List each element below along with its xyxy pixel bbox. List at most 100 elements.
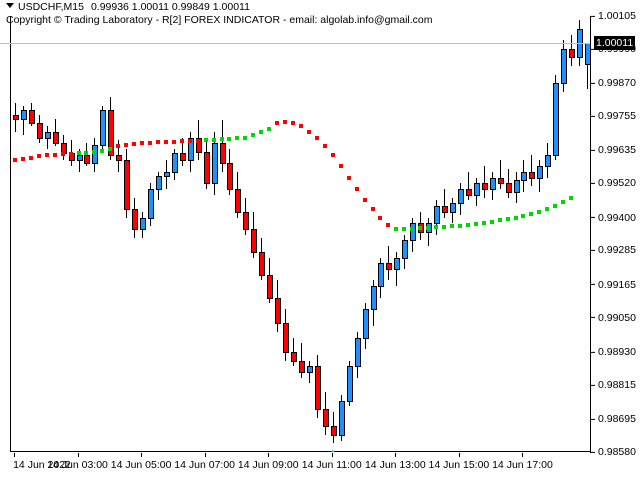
price-axis-label-text: 0.99050 <box>598 311 636 324</box>
candlestick-bar <box>267 258 273 303</box>
parabolic-sar-dot <box>434 225 438 229</box>
symbol-label: USDCHF,M15 <box>18 1 84 13</box>
parabolic-sar-dot <box>164 140 168 144</box>
price-axis-tick <box>591 48 595 50</box>
time-axis-tick <box>78 453 79 457</box>
candlestick-bar <box>426 218 432 246</box>
buy-signal-arrow <box>331 449 335 452</box>
candlestick-bar <box>537 160 543 192</box>
parabolic-sar-dot <box>61 152 65 156</box>
parabolic-sar-dot <box>172 140 176 144</box>
parabolic-sar-dot <box>299 124 303 128</box>
candlestick-bar <box>140 212 146 238</box>
parabolic-sar-dot <box>394 227 398 231</box>
price-axis-label-text: 0.99165 <box>598 278 636 291</box>
current-price-label: 1.00011 <box>594 35 636 50</box>
parabolic-sar-dot <box>140 141 144 145</box>
price-axis[interactable]: 1.001050.999900.998700.997550.996350.995… <box>590 10 640 458</box>
parabolic-sar-dot <box>490 220 494 224</box>
candlestick-bar <box>156 172 162 200</box>
time-axis-label: 14 Jun 17:00 <box>492 459 553 471</box>
candlestick-canvas <box>11 16 591 452</box>
candlestick-bar <box>188 132 194 172</box>
candlestick-bar <box>553 75 559 160</box>
parabolic-sar-dot <box>307 130 311 134</box>
time-axis-tick <box>332 453 333 457</box>
candlestick-bar <box>569 35 575 66</box>
chart-plot-area[interactable] <box>10 16 591 452</box>
parabolic-sar-dot <box>148 141 152 145</box>
price-axis-label-text: 0.98815 <box>598 378 636 391</box>
price-axis-tick <box>591 351 595 353</box>
candlestick-bar <box>291 338 297 366</box>
time-axis-label: 14 Jun 09:00 <box>237 459 299 471</box>
candlestick-bar <box>514 172 520 203</box>
symbol-info-line: USDCHF,M15 0.99936 1.00011 0.99849 1.0001… <box>6 1 250 13</box>
price-axis-label: 0.98815 <box>591 379 636 391</box>
parabolic-sar-dot <box>450 224 454 228</box>
parabolic-sar-dot <box>116 144 120 148</box>
parabolic-sar-dot <box>291 121 295 125</box>
parabolic-sar-dot <box>529 212 533 216</box>
price-axis-tick <box>591 250 595 252</box>
price-axis-label-text: 0.99400 <box>598 211 636 224</box>
parabolic-sar-dot <box>386 223 390 227</box>
candlestick-bar <box>45 126 51 149</box>
parabolic-sar-dot <box>180 139 184 143</box>
candlestick-bar <box>243 198 249 235</box>
parabolic-sar-dot <box>259 130 263 134</box>
candlestick-bar <box>307 361 313 383</box>
candlestick-bar <box>29 103 35 126</box>
candlestick-bar <box>529 155 535 186</box>
candlestick-bar <box>148 183 154 226</box>
parabolic-sar-dot <box>323 144 327 148</box>
parabolic-sar-dot <box>418 226 422 230</box>
price-axis-label-text: 0.98930 <box>598 346 636 359</box>
parabolic-sar-dot <box>474 222 478 226</box>
parabolic-sar-dot <box>227 137 231 141</box>
candlestick-bar <box>561 40 567 92</box>
parabolic-sar-dot <box>267 127 271 131</box>
candlestick-bar <box>506 169 512 198</box>
parabolic-sar-dot <box>498 218 502 222</box>
candlestick-bar <box>299 343 305 378</box>
candlestick-bar <box>21 106 27 135</box>
chevron-down-icon[interactable] <box>6 3 14 8</box>
price-axis-label: 1.00105 <box>591 10 636 22</box>
parabolic-sar-dot <box>553 204 557 208</box>
candlestick-bar <box>490 172 496 200</box>
candlestick-bar <box>466 172 472 200</box>
price-axis-label: 0.98580 <box>591 446 636 458</box>
parabolic-sar-dot <box>347 176 351 180</box>
price-axis-label-text: 0.98580 <box>598 446 636 459</box>
parabolic-sar-dot <box>371 207 375 211</box>
price-axis-tick <box>591 451 595 453</box>
price-axis-tick <box>591 115 595 117</box>
candlestick-bar <box>275 280 281 332</box>
candlestick-bar <box>474 178 480 206</box>
parabolic-sar-dot <box>466 223 470 227</box>
price-axis-tick <box>591 217 595 219</box>
parabolic-sar-dot <box>204 138 208 142</box>
candlestick-bar <box>355 332 361 378</box>
candlestick-bar <box>164 160 170 189</box>
parabolic-sar-dot <box>402 227 406 231</box>
price-axis-label-text: 0.99520 <box>598 177 636 190</box>
parabolic-sar-dot <box>37 154 41 158</box>
candlestick-bar <box>53 119 59 146</box>
time-axis[interactable]: 14 Jun 2022 14 Jun 03:00 14 Jun 05:00 14 Ju… <box>0 453 640 480</box>
price-axis-tick <box>591 82 595 84</box>
price-axis-label: 0.99635 <box>591 144 636 156</box>
candlestick-bar <box>521 160 527 192</box>
parabolic-sar-dot <box>458 224 462 228</box>
parabolic-sar-dot <box>410 227 414 231</box>
candlestick-bar <box>259 238 265 280</box>
parabolic-sar-dot <box>561 200 565 204</box>
time-axis-tick <box>268 453 269 457</box>
time-axis-label: 14 Jun 15:00 <box>428 459 490 471</box>
parabolic-sar-dot <box>442 225 446 229</box>
candlestick-bar <box>482 166 488 198</box>
candlestick-bar <box>371 280 377 326</box>
time-axis-tick <box>205 453 206 457</box>
ohlc-values: 0.99936 1.00011 0.99849 1.00011 <box>90 1 250 13</box>
